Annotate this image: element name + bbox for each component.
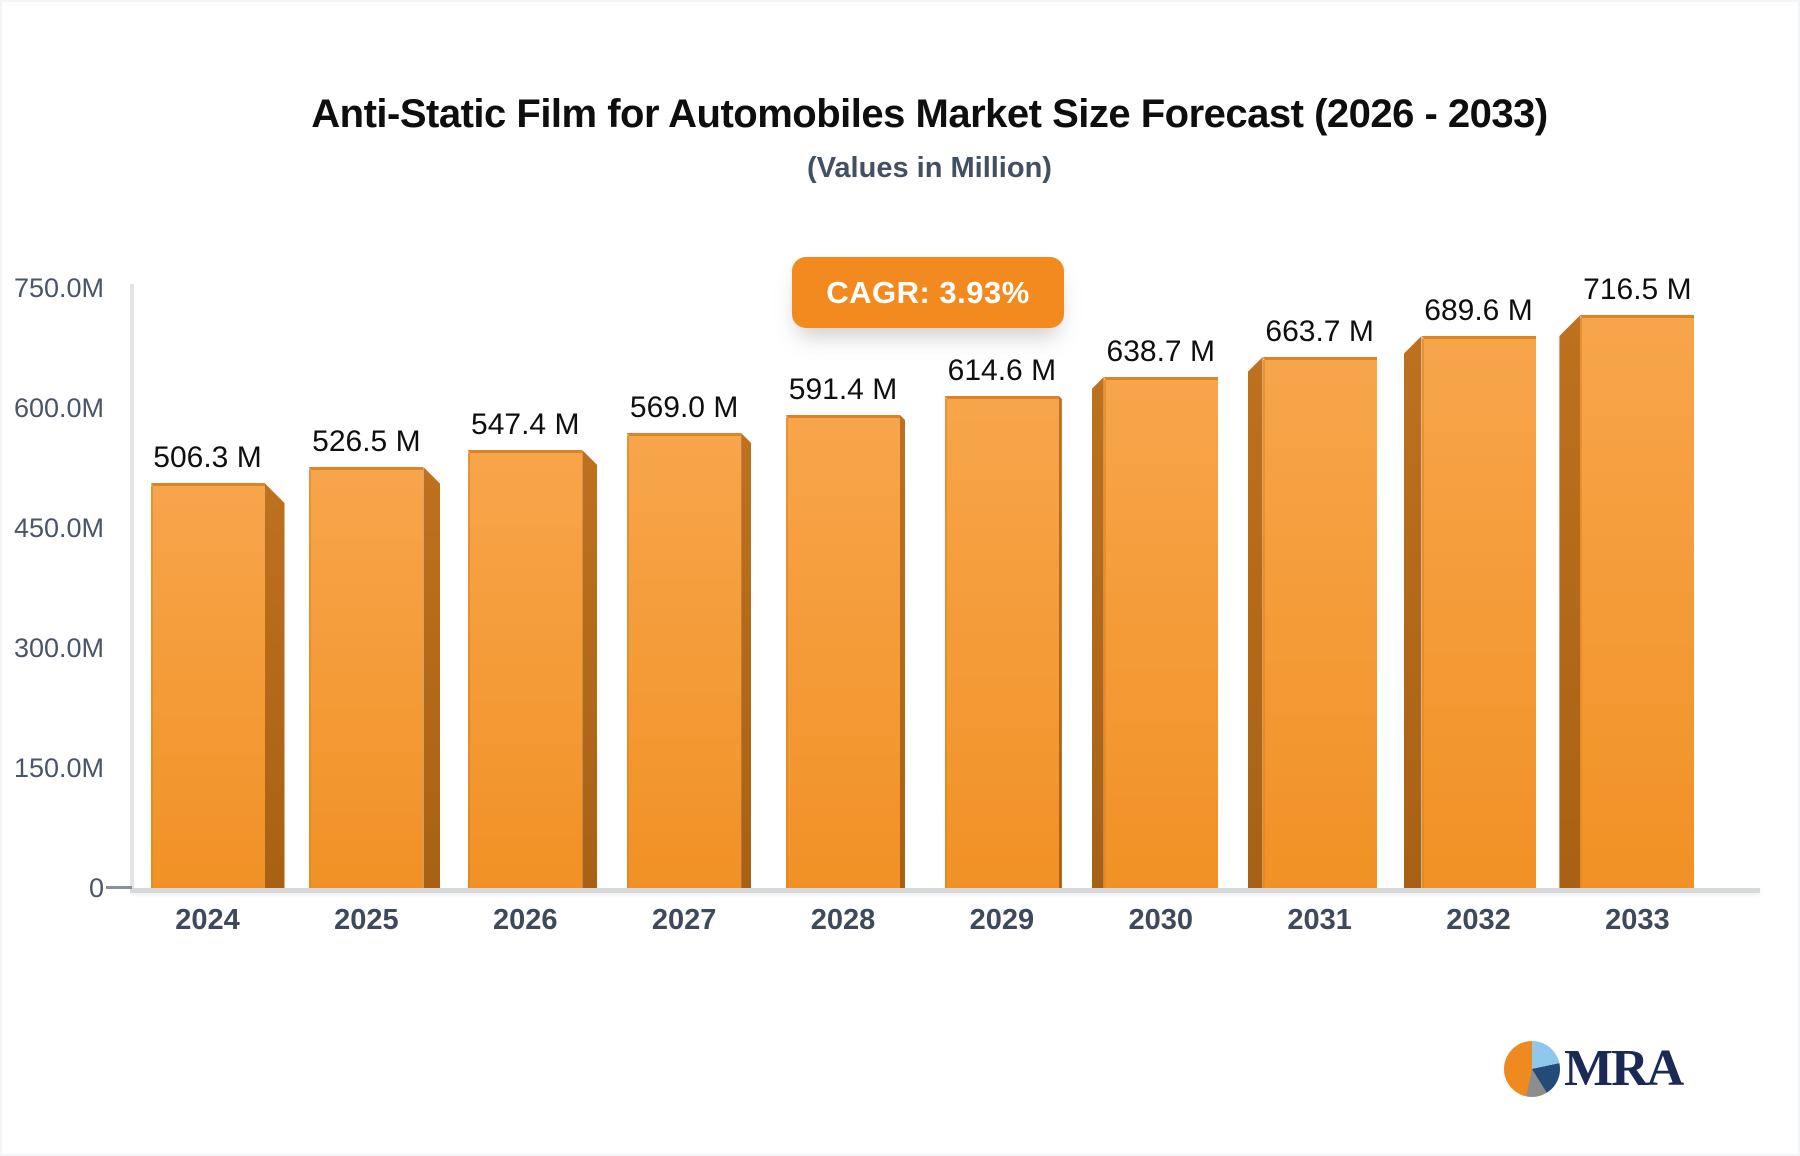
bar-value-label: 591.4 M: [788, 373, 898, 406]
pie-chart-icon: [1504, 1041, 1560, 1097]
bar-side-3d: [582, 450, 598, 888]
chart-header: Anti-Static Film for Automobiles Market …: [67, 90, 1792, 185]
bar-side-3d: [900, 415, 905, 888]
x-axis-label-2031: 2031: [1287, 904, 1352, 936]
y-axis-tick-label: 450.0M: [13, 513, 104, 543]
bar-2032: [1421, 336, 1536, 888]
bar-value-label: 638.7 M: [1106, 335, 1215, 368]
bar-value-label: 663.7 M: [1265, 315, 1374, 348]
bar-2029: [944, 396, 1059, 888]
cagr-badge: CAGR: 3.93%: [792, 257, 1064, 328]
x-axis-label-2032: 2032: [1446, 904, 1511, 936]
bar-2031: [1262, 357, 1377, 888]
bar-side-3d: [423, 467, 441, 888]
x-axis-line: [130, 888, 1760, 893]
logo-text: MRA: [1564, 1040, 1684, 1097]
y-axis-tick-label: 600.0M: [13, 393, 104, 423]
bar-2033: [1580, 315, 1695, 888]
bar-value-label: 614.6 M: [947, 354, 1057, 387]
y-axis-tick-label: 150.0M: [13, 753, 104, 783]
x-axis-label-2033: 2033: [1605, 904, 1670, 936]
y-axis-tick-label: 300.0M: [13, 633, 104, 663]
bar-side-3d: [1058, 396, 1062, 888]
bar-2026: [468, 450, 583, 888]
cagr-badge-label: CAGR: 3.93%: [826, 274, 1030, 310]
y-axis-line: [130, 284, 134, 892]
bar-2025: [309, 467, 424, 888]
chart-title: Anti-Static Film for Automobiles Market …: [311, 92, 1548, 136]
bar-side-3d: [264, 483, 285, 888]
chart-subtitle: (Values in Million): [807, 152, 1052, 184]
x-axis-label-2024: 2024: [175, 904, 240, 936]
bar-side-3d: [1247, 357, 1263, 888]
x-axis-label-2030: 2030: [1128, 904, 1193, 936]
bar-side-3d: [1403, 336, 1422, 888]
bar-2030: [1103, 377, 1218, 888]
bar-side-3d: [1559, 315, 1581, 888]
x-axis-label-2025: 2025: [334, 904, 399, 936]
x-axis-label-2028: 2028: [810, 904, 876, 936]
x-axis-label-2026: 2026: [492, 904, 558, 936]
bar-2027: [627, 433, 742, 888]
bar-side-3d: [741, 433, 752, 888]
bar-value-label: 526.5 M: [312, 425, 421, 458]
brand-logo: MRA: [1504, 1038, 1684, 1100]
bar-value-label: 569.0 M: [629, 391, 739, 424]
bar-value-label: 689.6 M: [1424, 294, 1533, 327]
bar-2024: [150, 483, 265, 888]
bar-value-label: 716.5 M: [1583, 273, 1692, 306]
x-axis-label-2029: 2029: [969, 904, 1035, 936]
y-axis-tick-label: 0: [88, 873, 104, 903]
x-axis-label-2027: 2027: [651, 904, 717, 936]
bar-side-3d: [1091, 377, 1104, 888]
bar-value-label: 506.3 M: [153, 441, 262, 474]
bar-value-label: 547.4 M: [471, 408, 580, 441]
zero-tick-mark: [106, 886, 132, 889]
bar-2028: [786, 415, 900, 888]
y-axis-tick-label: 750.0M: [13, 273, 104, 303]
